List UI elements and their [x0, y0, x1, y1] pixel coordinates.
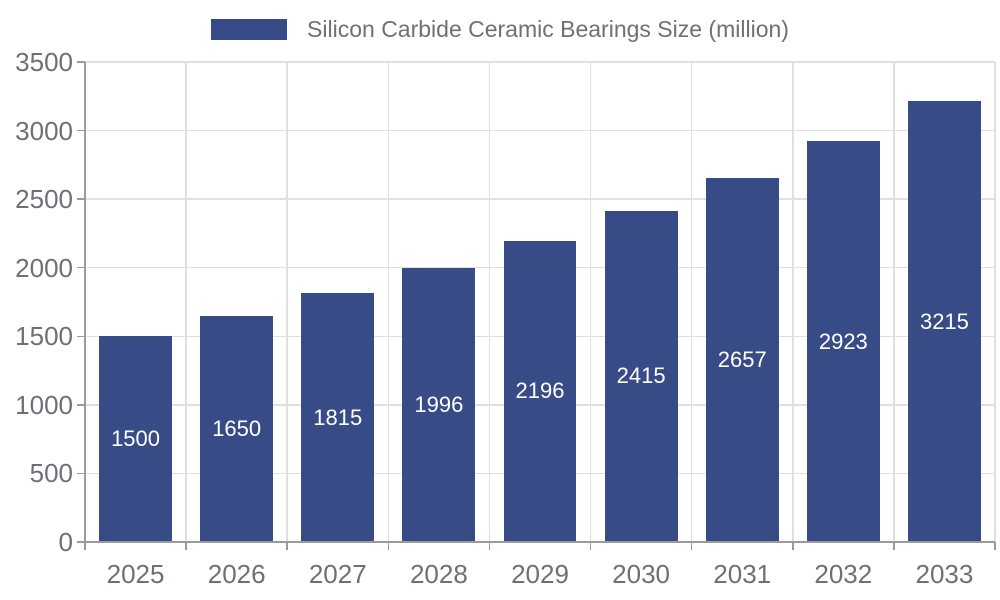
y-axis-label: 2000 — [15, 252, 73, 283]
h-gridline — [85, 61, 995, 63]
y-axis-label: 0 — [58, 527, 73, 557]
x-axis-label: 2029 — [511, 559, 569, 589]
x-axis-tick — [488, 542, 491, 550]
bar-value-label: 1815 — [313, 404, 363, 430]
x-axis-tick — [84, 542, 86, 550]
x-axis-tick — [387, 542, 390, 550]
bar-value-label: 2415 — [616, 363, 666, 389]
y-axis-tick — [77, 266, 85, 269]
x-axis-tick — [185, 542, 187, 550]
v-gridline — [488, 62, 491, 542]
y-axis-tick — [77, 472, 85, 475]
bar-2030[interactable]: 2415 — [604, 210, 678, 542]
legend-swatch — [211, 18, 288, 40]
y-axis-label: 3500 — [15, 47, 73, 77]
bar-value-label: 2657 — [717, 346, 767, 372]
bar-2025[interactable]: 1500 — [99, 336, 172, 542]
bar-value-label: 2923 — [818, 328, 868, 354]
bar-2026[interactable]: 1650 — [200, 315, 274, 542]
y-axis-label: 3000 — [15, 115, 73, 146]
h-gridline — [85, 129, 995, 132]
x-axis-label: 2031 — [713, 559, 772, 589]
y-axis-label: 2500 — [15, 184, 73, 215]
legend[interactable]: Silicon Carbide Ceramic Bearings Size (m… — [0, 14, 1000, 44]
x-axis-label: 2028 — [409, 559, 468, 589]
x-axis-tick — [589, 542, 592, 550]
v-gridline — [893, 62, 895, 542]
x-axis-tick — [792, 542, 794, 550]
bar-value-label: 2196 — [515, 378, 565, 404]
bar-2029[interactable]: 2196 — [503, 240, 577, 542]
bar-2032[interactable]: 2923 — [806, 141, 880, 542]
x-axis-label: 2033 — [915, 559, 974, 589]
y-axis-labels: 0 500 1000 1500 2000 2500 3000 3500 — [0, 48, 73, 556]
v-gridline — [994, 62, 996, 542]
y-axis-tick — [77, 129, 85, 132]
x-axis-label: 2030 — [612, 559, 671, 589]
bar-value-label: 3215 — [919, 308, 969, 334]
x-axis-label: 2032 — [814, 559, 873, 589]
x-axis-tick — [286, 542, 288, 550]
v-gridline — [589, 62, 592, 542]
x-axis-tick — [893, 542, 895, 550]
y-axis-tick — [77, 198, 85, 200]
x-axis-tick — [994, 542, 996, 550]
v-gridline — [792, 62, 794, 542]
legend-label: Silicon Carbide Ceramic Bearings Size (m… — [307, 15, 789, 42]
bar-2028[interactable]: 1996 — [402, 268, 476, 542]
y-axis-tick — [77, 335, 85, 338]
y-axis-line — [84, 62, 86, 542]
bar-value-label: 1500 — [111, 426, 161, 452]
y-axis-label: 1500 — [15, 321, 73, 352]
y-axis-tick — [77, 61, 85, 63]
h-gridline — [85, 198, 995, 200]
y-axis-label: 500 — [29, 458, 73, 489]
y-axis-tick — [77, 541, 85, 543]
v-gridline — [387, 62, 390, 542]
y-axis-label: 1000 — [15, 389, 73, 420]
x-axis-label: 2026 — [207, 559, 266, 589]
x-axis-line — [77, 541, 995, 543]
v-gridline — [286, 62, 288, 542]
plot-area: 1500 1650 1815 1996 2196 2415 2657 2923 3215 — [77, 61, 996, 550]
x-axis-tick — [690, 542, 693, 550]
x-axis-labels: 2025 2026 2027 2028 2029 2030 2031 2032 2033 — [85, 557, 995, 593]
bar-2027[interactable]: 1815 — [301, 293, 375, 542]
x-axis-label: 2027 — [308, 559, 367, 589]
v-gridline — [185, 62, 187, 542]
y-axis-tick — [77, 404, 85, 406]
bar-value-label: 1996 — [414, 392, 464, 418]
v-gridline — [690, 62, 693, 542]
bar-2031[interactable]: 2657 — [705, 177, 779, 542]
x-axis-label: 2025 — [106, 559, 165, 589]
bar-2033[interactable]: 3215 — [908, 101, 981, 542]
bar-value-label: 1650 — [212, 415, 262, 441]
